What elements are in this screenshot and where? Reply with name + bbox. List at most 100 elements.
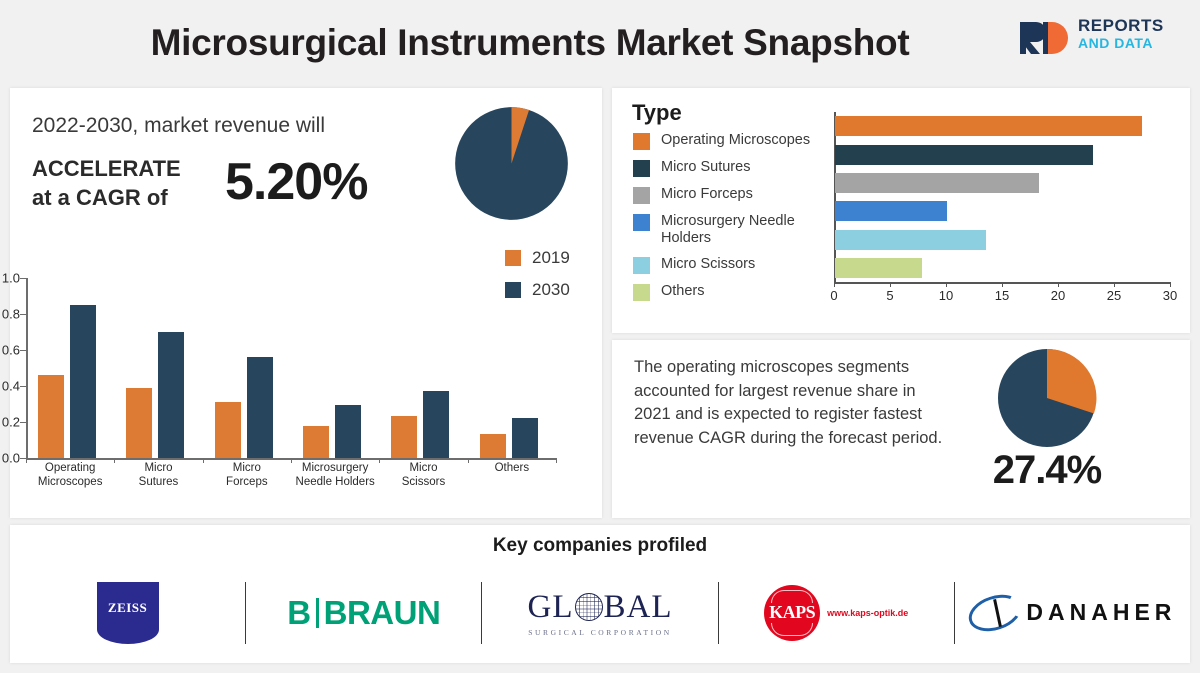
key-companies-title: Key companies profiled: [492, 535, 708, 556]
type-legend: Operating Microscopes Micro Sutures Micro …: [633, 132, 818, 310]
brand-logo: REPORTS AND DATA: [1018, 14, 1188, 62]
zeiss-logo-text: ZEISS: [107, 599, 148, 615]
logo-divider: [717, 581, 719, 644]
h-bar-operating-microscopes: [835, 116, 1142, 137]
y-axis-tick-label: 0.2: [1, 414, 20, 430]
bbraun-logo-text-braun: BRAUN: [323, 593, 441, 631]
type-legend-swatch: [633, 187, 650, 204]
y-axis-tick-label: 0.8: [1, 306, 20, 322]
bar-2019: [479, 433, 506, 458]
type-legend-swatch: [633, 214, 650, 231]
h-x-axis-tick-label: 30: [1162, 288, 1178, 303]
x-axis-category-label: Micro Forceps: [226, 462, 268, 488]
x-axis-tick: [114, 458, 116, 463]
x-axis-tick: [379, 458, 381, 463]
kaps-circle-icon: KAPS: [764, 584, 821, 641]
x-axis-tick: [202, 458, 204, 463]
brand-logo-text: REPORTS AND DATA: [1078, 17, 1164, 52]
accelerate-text: ACCELERATE at a CAGR of: [32, 154, 181, 212]
x-axis-tick: [291, 458, 292, 463]
y-axis-tick: [20, 314, 26, 315]
type-legend-item[interactable]: Micro Forceps: [633, 186, 818, 204]
cagr-pie-chart: [455, 107, 568, 220]
type-legend-item[interactable]: Micro Sutures: [633, 159, 818, 177]
bar-2019: [214, 402, 241, 458]
bbraun-logo: B BRAUN: [246, 570, 481, 655]
legend-label-2019: 2019: [532, 248, 570, 267]
bbraun-logo-text-b: B: [287, 593, 311, 631]
y-axis-tick: [20, 350, 26, 351]
y-axis-tick: [20, 458, 26, 459]
x-axis-category-label: Micro Sutures: [138, 462, 179, 488]
rd-logo-icon: [1020, 22, 1068, 54]
brand-anddata-text: AND DATA: [1078, 35, 1154, 51]
insight-card: The operating microscopes segments accou…: [612, 340, 1190, 518]
danaher-logo-text: DANAHER: [1026, 599, 1177, 625]
bar-2030: [335, 404, 361, 458]
cagr-and-bar-chart-card: 2022-2030, market revenue will ACCELERAT…: [2, 88, 602, 518]
h-x-axis-tick-label: 5: [886, 288, 894, 303]
bbraun-divider-icon: [315, 597, 319, 628]
global-logo-text-a: GL: [527, 588, 574, 625]
horizontal-bar-chart: 0 5 10 15 20 25 30: [822, 112, 1177, 312]
danaher-d-icon: [964, 587, 1027, 638]
y-axis-tick-label: 0.0: [1, 450, 20, 466]
y-axis-tick-label: 0.4: [1, 378, 20, 394]
type-legend-swatch: [633, 284, 650, 301]
lead-text: 2022-2030, market revenue will: [32, 114, 325, 137]
h-bar-others: [835, 257, 923, 278]
insight-text: The operating microscopes segments accou…: [634, 358, 943, 447]
global-logo-subtitle: SURGICAL CORPORATION: [528, 627, 672, 637]
share-pie-chart: [998, 348, 1097, 447]
x-axis-tick: [26, 458, 27, 463]
x-axis-category-label: Microsurgery Needle Holders: [295, 462, 375, 488]
danaher-logo: DANAHER: [955, 570, 1190, 655]
year-legend: 2019 2030: [505, 248, 570, 312]
kaps-logo: KAPS www.kaps-optik.de: [719, 570, 954, 655]
bar-group: [26, 278, 114, 458]
kaps-logo-url: www.kaps-optik.de: [827, 607, 909, 618]
type-legend-item[interactable]: Micro Scissors: [633, 256, 818, 274]
y-axis-tick: [20, 278, 26, 279]
vertical-bar-chart: 0.0 0.2 0.4 0.6 0.8 1.0 Operating Microscopes M…: [2, 271, 592, 503]
logo-divider: [245, 581, 247, 644]
legend-swatch-2030: [505, 282, 521, 298]
type-legend-item[interactable]: Operating Microscopes: [633, 132, 818, 150]
h-bar-microsurgery-needle-holders: [835, 201, 947, 222]
h-x-axis-tick: [890, 282, 891, 287]
bar-2030: [158, 332, 185, 458]
global-surgical-logo: GL BAL SURGICAL CORPORATION: [482, 570, 717, 655]
h-x-axis-tick: [1058, 282, 1059, 287]
y-axis-line: [26, 278, 28, 458]
global-logo-text-b: BAL: [603, 588, 673, 625]
h-x-axis-tick: [946, 282, 947, 287]
accelerate-line1: ACCELERATE: [32, 156, 181, 181]
y-axis-tick-label: 0.6: [1, 342, 20, 358]
company-logo-row: ZEISS B BRAUN GL BAL: [10, 570, 1190, 655]
legend-swatch-2019: [505, 250, 521, 266]
bar-2019: [126, 387, 153, 458]
bar-group: [291, 278, 379, 458]
x-axis-category-label: Operating Microscopes: [37, 462, 103, 488]
type-legend-label: Microsurgery Needle Holders: [661, 213, 795, 246]
key-companies-card: Key companies profiled ZEISS B BRAUN: [10, 525, 1190, 663]
type-legend-item[interactable]: Others: [633, 283, 818, 301]
header: Microsurgical Instruments Market Snapsho…: [0, 0, 1200, 86]
type-legend-item[interactable]: Microsurgery Needle Holders: [633, 213, 818, 247]
h-bar-micro-scissors: [835, 229, 987, 250]
h-bar-micro-sutures: [835, 144, 1093, 165]
x-axis-tick: [556, 458, 557, 463]
bar-plot-area: [26, 278, 556, 458]
bar-2019: [391, 415, 418, 458]
h-x-axis-tick: [834, 282, 835, 287]
type-legend-label: Others: [661, 283, 705, 299]
bar-group: [114, 278, 202, 458]
h-x-axis-tick: [1114, 282, 1115, 287]
pie-slice-remainder: [455, 107, 568, 220]
h-bar-micro-forceps: [835, 172, 1039, 193]
kaps-logo-text: KAPS: [769, 602, 816, 622]
cagr-value: 5.20%: [225, 153, 368, 211]
type-panel-title: Type: [632, 100, 682, 125]
type-legend-swatch: [633, 160, 650, 177]
